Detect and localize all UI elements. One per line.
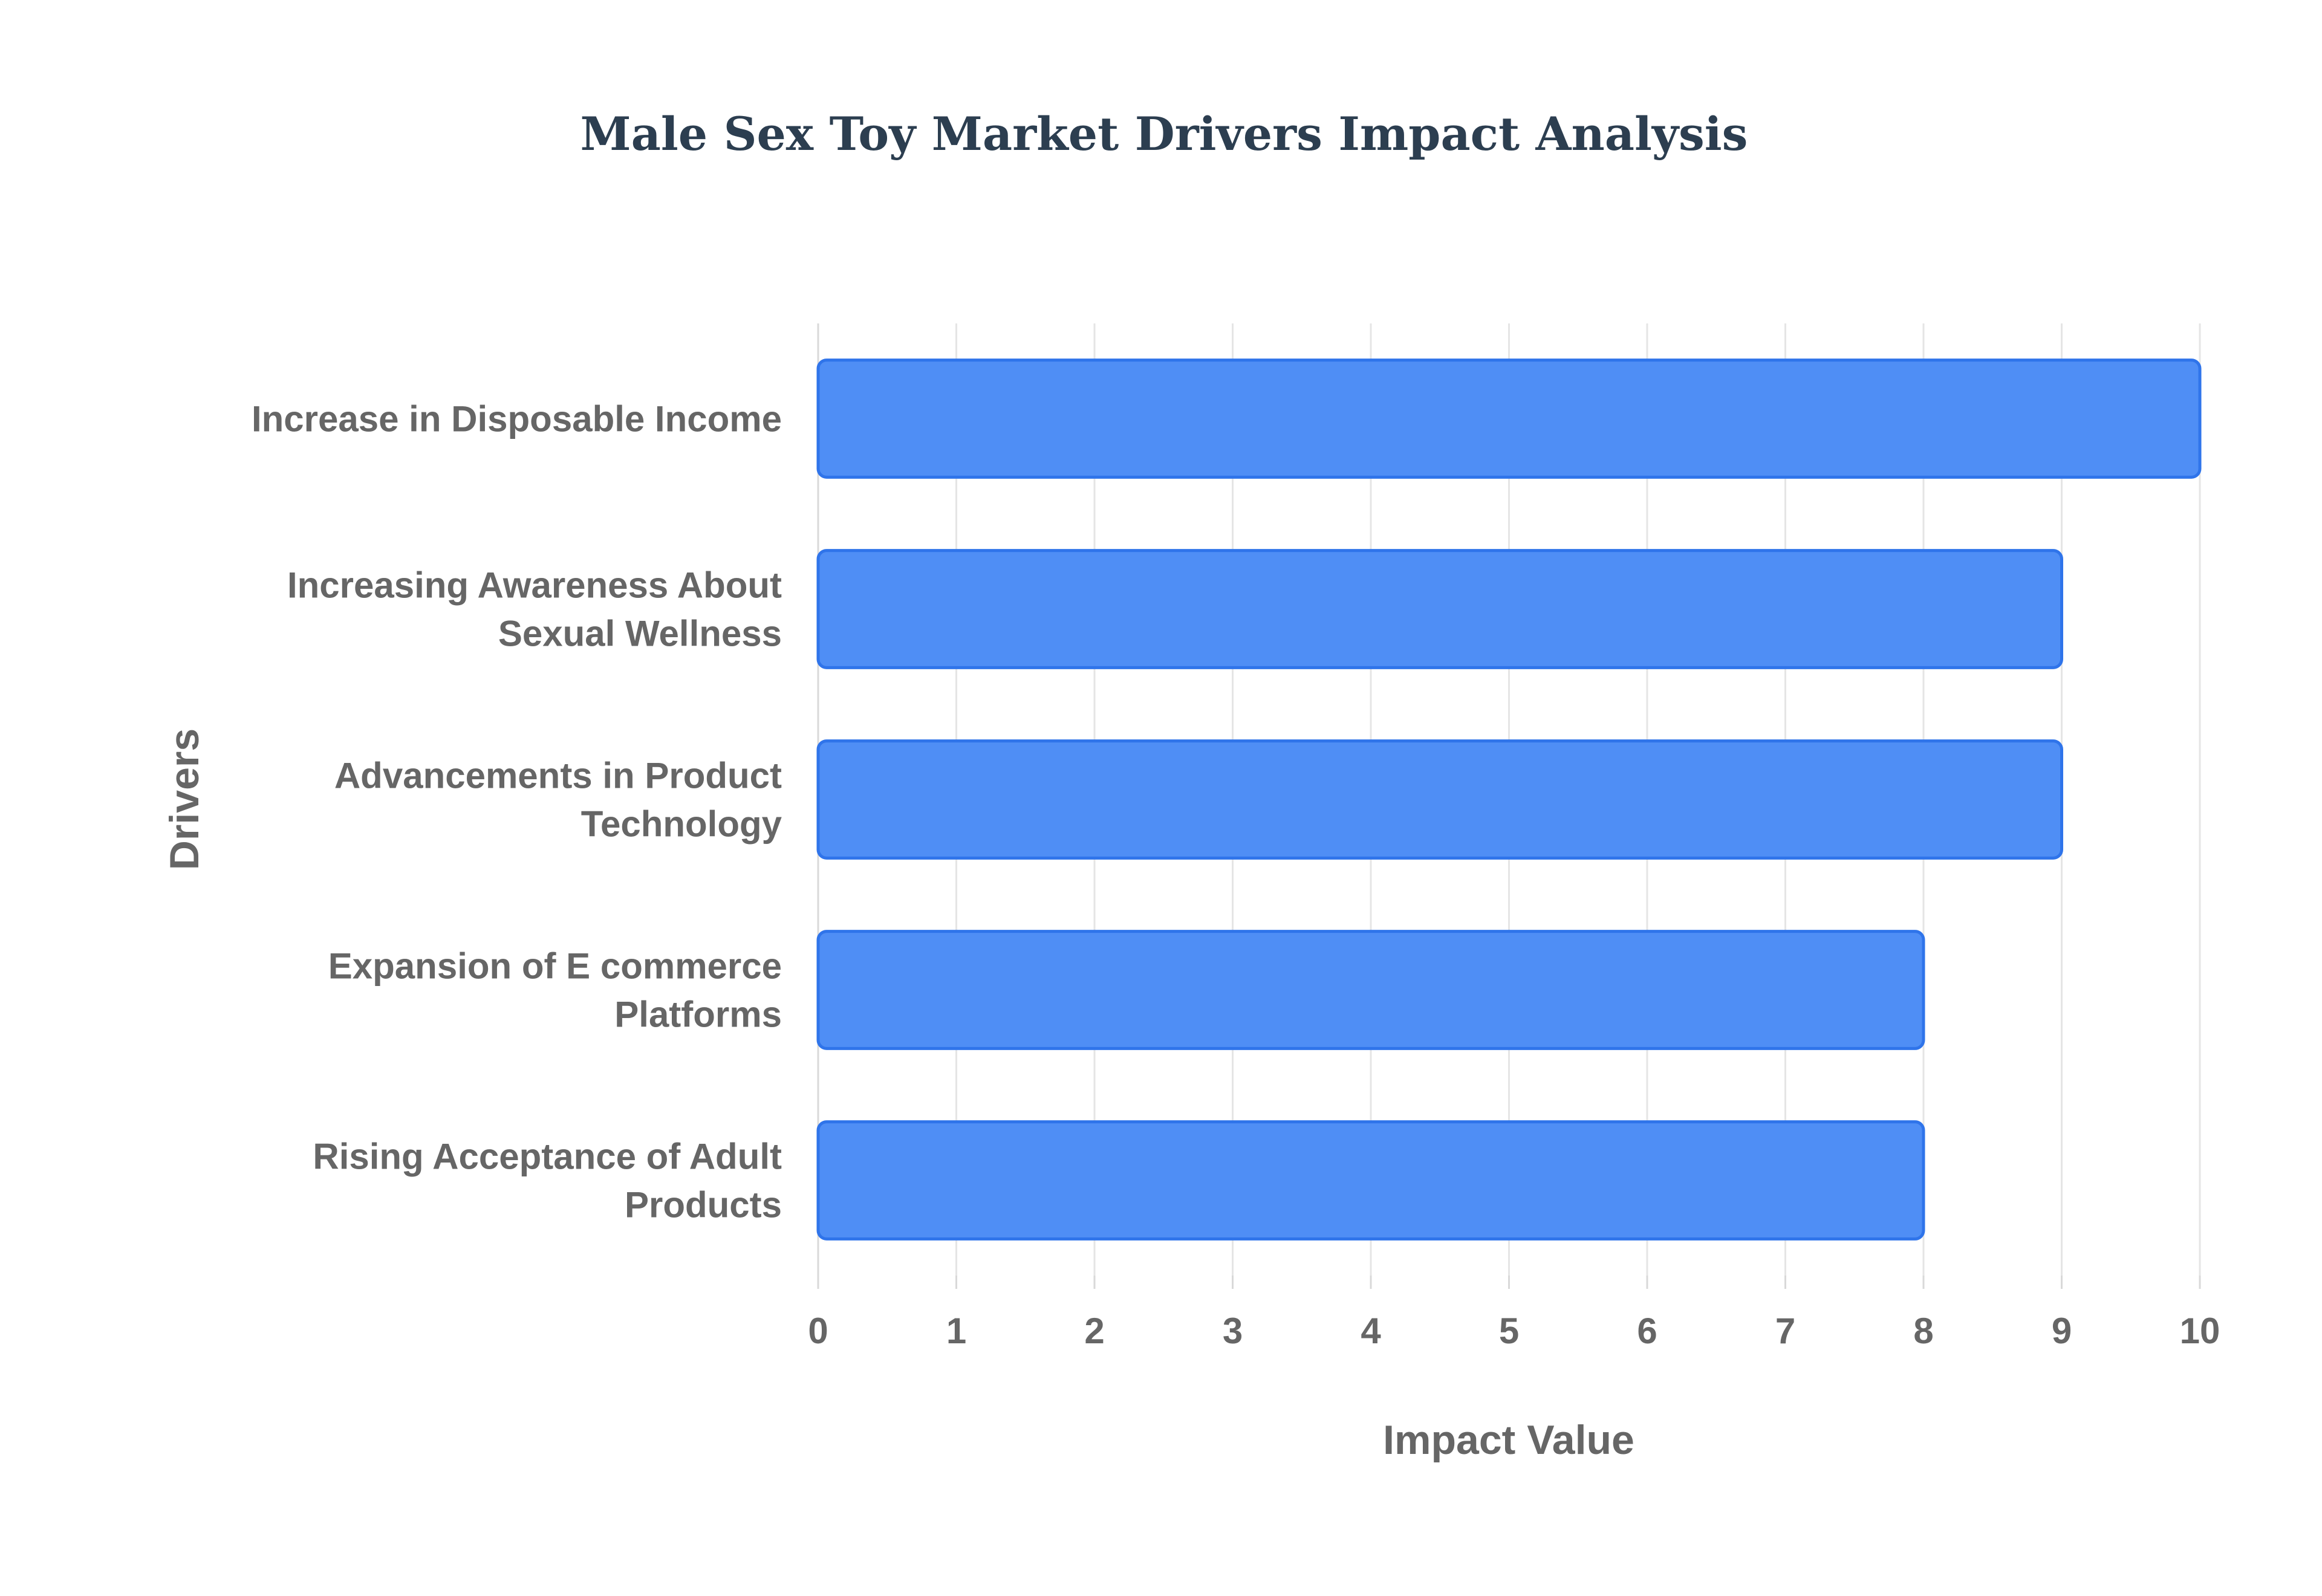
y-tick-label: Increase in Disposable Income xyxy=(252,399,782,440)
y-tick-label-line: Products xyxy=(625,1185,782,1225)
x-tick-label: 5 xyxy=(1499,1311,1519,1351)
bars xyxy=(816,358,2202,1241)
x-axis-tick-labels: 0 1 2 3 4 5 6 7 8 9 10 xyxy=(808,1311,2220,1351)
x-tick-label: 9 xyxy=(2052,1311,2072,1351)
y-axis-title: Drivers xyxy=(161,728,207,870)
y-tick-label-line: Technology xyxy=(581,804,782,845)
y-tick-label-line: Platforms xyxy=(614,994,782,1035)
bar xyxy=(816,739,2063,860)
y-tick-label-line: Expansion of E commerce xyxy=(328,946,782,987)
x-tick-label: 0 xyxy=(808,1311,828,1351)
y-tick-label-line: Sexual Wellness xyxy=(498,614,782,654)
y-tick-label-line: Increasing Awareness About xyxy=(287,565,782,606)
x-tick-label: 8 xyxy=(1913,1311,1933,1351)
y-axis-tick-labels: Increase in Disposable Income Increasing … xyxy=(252,399,782,1225)
y-tick-label: Increasing Awareness About Sexual Wellnes… xyxy=(287,565,782,654)
x-axis-title: Impact Value xyxy=(1383,1417,1634,1463)
x-tick-label: 6 xyxy=(1637,1311,1657,1351)
y-tick-label: Rising Acceptance of Adult Products xyxy=(313,1137,782,1225)
x-tick-label: 7 xyxy=(1775,1311,1795,1351)
x-tick-label: 1 xyxy=(946,1311,966,1351)
bar xyxy=(816,930,1925,1050)
x-tick-label: 4 xyxy=(1361,1311,1381,1351)
y-tick-label-line: Increase in Disposable Income xyxy=(252,399,782,440)
y-tick-label: Expansion of E commerce Platforms xyxy=(328,946,782,1035)
x-tick-label: 10 xyxy=(2180,1311,2220,1351)
bar xyxy=(816,1120,1925,1241)
x-tick-label: 2 xyxy=(1084,1311,1104,1351)
bar xyxy=(816,358,2202,479)
y-tick-label-line: Advancements in Product xyxy=(334,756,782,796)
y-tick-label: Advancements in Product Technology xyxy=(334,756,782,845)
x-tick-label: 3 xyxy=(1223,1311,1243,1351)
y-tick-label-line: Rising Acceptance of Adult xyxy=(313,1137,782,1177)
chart-title: Male Sex Toy Market Drivers Impact Analy… xyxy=(580,107,1748,161)
bar xyxy=(816,549,2063,669)
